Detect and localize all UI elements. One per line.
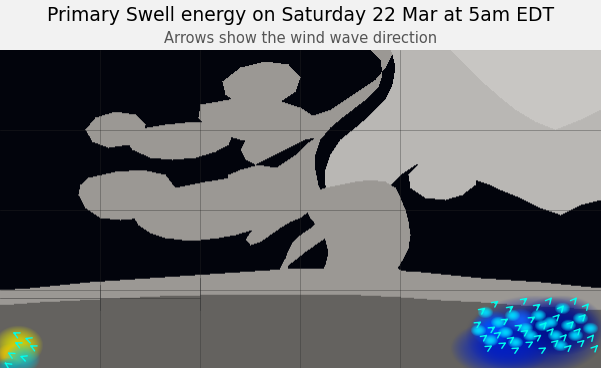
Text: Arrows show the wind wave direction: Arrows show the wind wave direction [164, 31, 437, 46]
Text: Primary Swell energy on Saturday 22 Mar at 5am EDT: Primary Swell energy on Saturday 22 Mar … [47, 6, 554, 25]
